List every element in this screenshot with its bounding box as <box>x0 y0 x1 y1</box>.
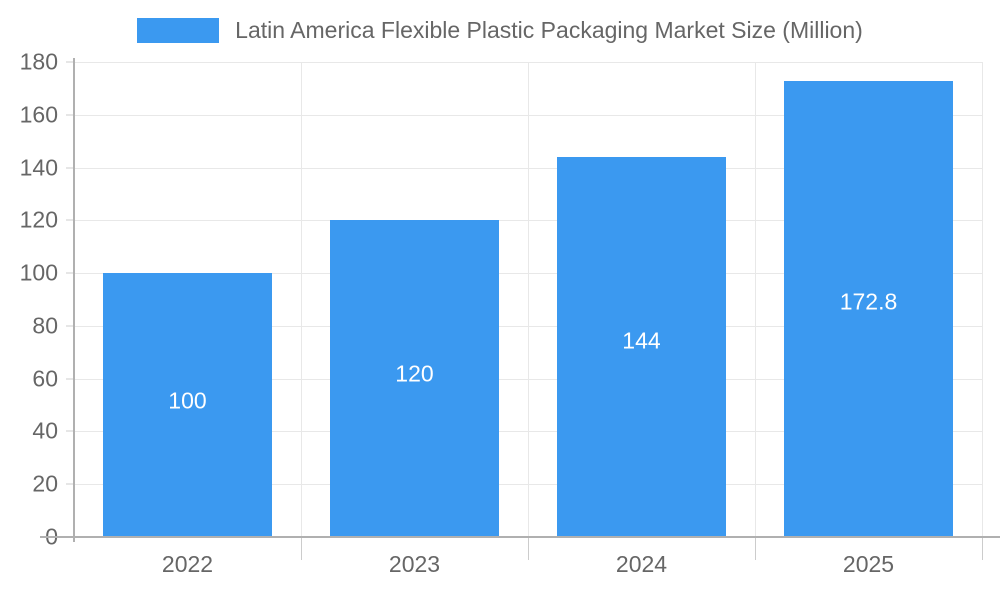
x-axis-line <box>40 536 1000 538</box>
y-axis-tick-mark <box>66 219 74 221</box>
gridline-vertical <box>301 62 302 537</box>
gridline-vertical <box>982 62 983 537</box>
bar-value-label: 100 <box>168 387 207 414</box>
y-axis-tick-label: 120 <box>19 206 58 233</box>
bar[interactable]: 100 <box>102 273 273 537</box>
y-axis-tick-label: 20 <box>32 470 58 497</box>
y-axis-tick-label: 100 <box>19 259 58 286</box>
legend-item-0[interactable]: Latin America Flexible Plastic Packaging… <box>137 16 863 43</box>
y-axis-tick-mark <box>66 272 74 274</box>
y-axis-tick-mark <box>66 167 74 169</box>
y-axis: 0 20 40 60 80 100 120 140 160 180 <box>0 0 74 600</box>
y-axis-tick-mark <box>66 430 74 432</box>
y-axis-tick-label: 80 <box>32 312 58 339</box>
y-axis-tick-label: 140 <box>19 154 58 181</box>
x-axis-tick-mark <box>755 538 756 560</box>
x-axis-tick-label: 2025 <box>842 551 895 577</box>
bar[interactable]: 172.8 <box>783 81 954 537</box>
y-axis-tick-label: 60 <box>32 365 58 392</box>
x-axis-tick-mark <box>982 538 983 560</box>
bar[interactable]: 120 <box>329 220 500 537</box>
bar-value-label: 120 <box>395 360 434 387</box>
plot-area: 100 120 144 172.8 <box>74 62 983 537</box>
y-axis-line <box>73 58 75 542</box>
x-axis-tick-label: 2022 <box>161 551 214 577</box>
y-axis-tick-mark <box>66 325 74 327</box>
bar-value-label: 172.8 <box>839 288 898 315</box>
bar[interactable]: 144 <box>556 157 727 537</box>
x-axis-tick-label: 2024 <box>615 551 668 577</box>
x-axis-tick-label: 2023 <box>388 551 441 577</box>
gridline-vertical <box>755 62 756 537</box>
legend-label: Latin America Flexible Plastic Packaging… <box>235 16 863 43</box>
y-axis-tick-mark <box>66 483 74 485</box>
y-axis-tick-mark <box>66 114 74 116</box>
y-axis-tick-label: 160 <box>19 101 58 128</box>
chart-legend: Latin America Flexible Plastic Packaging… <box>0 10 1000 50</box>
y-axis-tick-label: 40 <box>32 417 58 444</box>
y-axis-tick-mark <box>66 61 74 63</box>
bar-value-label: 144 <box>622 327 661 354</box>
legend-color-swatch <box>137 17 220 43</box>
y-axis-tick-mark <box>66 378 74 380</box>
gridline-vertical <box>528 62 529 537</box>
x-axis-tick-mark <box>528 538 529 560</box>
y-axis-tick-label: 180 <box>19 48 58 75</box>
x-axis-tick-mark <box>301 538 302 560</box>
